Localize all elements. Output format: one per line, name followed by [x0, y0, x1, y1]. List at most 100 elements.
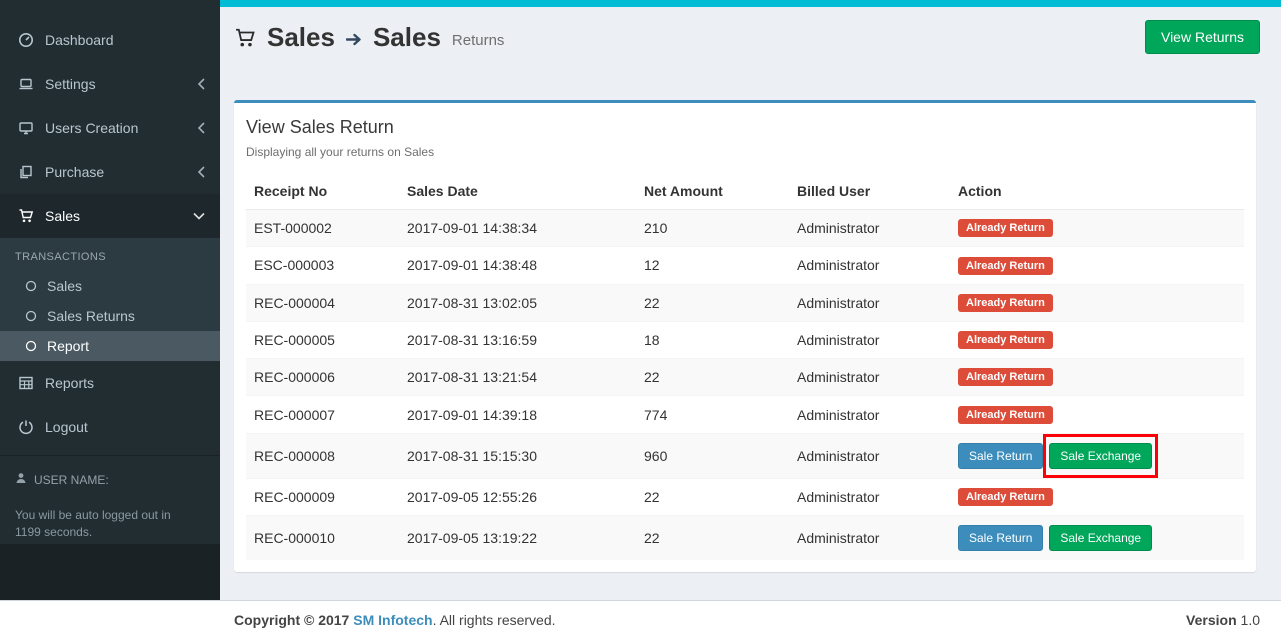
table-row: REC-000004 2017-08-31 13:02:05 22 Administr… — [246, 283, 1244, 322]
sale-return-button[interactable]: Sale Return — [958, 442, 1044, 469]
sale-return-button[interactable]: Sale Return — [958, 525, 1044, 552]
sale-exchange-button[interactable]: Sale Exchange — [1049, 525, 1153, 552]
transactions-section-label: TRANSACTIONS — [0, 238, 220, 271]
billed-user-cell: Administrator — [789, 246, 950, 285]
table-row: REC-000008 2017-08-31 15:15:30 960 Administ… — [246, 432, 1244, 479]
billed-user-cell: Administrator — [789, 515, 950, 561]
sidebar-item-dashboard[interactable]: Dashboard — [0, 18, 220, 62]
chevron-down-icon — [193, 212, 205, 220]
column-sales-date: Sales Date — [399, 173, 636, 210]
user-icon — [15, 472, 27, 487]
sales-date-cell: 2017-08-31 13:02:05 — [399, 283, 636, 322]
action-cell: Already Return — [950, 283, 1244, 322]
action-cell: Already Return — [950, 395, 1244, 434]
sidebar-item-label: Users Creation — [45, 120, 139, 136]
chevron-left-icon — [197, 78, 205, 90]
sidebar-item-sales[interactable]: Sales — [0, 194, 220, 238]
sidebar-item-settings[interactable]: Settings — [0, 62, 220, 106]
sidebar-item-logout[interactable]: Logout — [0, 405, 220, 449]
sales-date-cell: 2017-08-31 13:21:54 — [399, 358, 636, 396]
desktop-icon — [15, 120, 37, 136]
user-section: USER NAME: — [0, 455, 220, 493]
sidebar-item-label: Logout — [45, 419, 88, 435]
receipt-no-cell: EST-000002 — [246, 208, 399, 247]
content-header: Sales Sales Returns View Returns — [220, 7, 1281, 100]
view-returns-button[interactable]: View Returns — [1144, 20, 1260, 54]
table-row: REC-000010 2017-09-05 13:19:22 22 Administr… — [246, 515, 1244, 561]
main-content: Sales Sales Returns View Returns View Sa… — [220, 0, 1281, 600]
chevron-left-icon — [197, 122, 205, 134]
panel-header: View Sales Return Displaying all your re… — [234, 103, 1256, 163]
version-value: 1.0 — [1240, 612, 1260, 628]
submenu-item-label: Report — [47, 338, 90, 354]
panel-subtitle: Displaying all your returns on Sales — [246, 145, 435, 159]
receipt-no-cell: REC-000004 — [246, 283, 399, 322]
sidebar-item-purchase[interactable]: Purchase — [0, 150, 220, 194]
net-amount-cell: 774 — [636, 395, 789, 434]
net-amount-cell: 22 — [636, 283, 789, 322]
net-amount-cell: 18 — [636, 320, 789, 359]
laptop-icon — [15, 76, 37, 92]
billed-user-cell: Administrator — [789, 358, 950, 396]
sales-date-cell: 2017-09-01 14:39:18 — [399, 395, 636, 434]
circle-icon — [22, 340, 40, 352]
action-cell: Sale Return Sale Exchange — [950, 515, 1244, 561]
already-return-badge: Already Return — [958, 331, 1053, 350]
sidebar-item-reports[interactable]: Reports — [0, 361, 220, 405]
table-row: EST-000002 2017-09-01 14:38:34 210 Administ… — [246, 208, 1244, 247]
table-row: REC-000006 2017-08-31 13:21:54 22 Administr… — [246, 358, 1244, 396]
billed-user-cell: Administrator — [789, 432, 950, 479]
already-return-badge: Already Return — [958, 293, 1053, 312]
column-action: Action — [950, 173, 1244, 210]
receipt-no-cell: REC-000007 — [246, 395, 399, 434]
receipt-no-cell: REC-000005 — [246, 320, 399, 359]
table-header-row: Receipt No Sales Date Net Amount Billed … — [246, 173, 1244, 210]
billed-user-cell: Administrator — [789, 320, 950, 359]
net-amount-cell: 210 — [636, 208, 789, 247]
sales-return-panel: View Sales Return Displaying all your re… — [234, 100, 1256, 573]
table-row: REC-000007 2017-09-01 14:39:18 774 Administ… — [246, 395, 1244, 434]
net-amount-cell: 960 — [636, 432, 789, 479]
company-link[interactable]: SM Infotech — [353, 612, 433, 628]
sale-exchange-button[interactable]: Sale Exchange — [1049, 442, 1153, 469]
receipt-no-cell: ESC-000003 — [246, 246, 399, 285]
submenu-item-sales-returns[interactable]: Sales Returns — [0, 301, 220, 331]
sidebar-item-users-creation[interactable]: Users Creation — [0, 106, 220, 150]
table-row: REC-000005 2017-08-31 13:16:59 18 Administr… — [246, 320, 1244, 359]
submenu-item-report[interactable]: Report — [0, 331, 220, 361]
receipt-no-cell: REC-000009 — [246, 477, 399, 516]
sales-returns-table: Receipt No Sales Date Net Amount Billed … — [246, 173, 1244, 561]
sidebar-filler — [0, 544, 220, 600]
sales-date-cell: 2017-08-31 13:16:59 — [399, 320, 636, 359]
sidebar: Dashboard Settings Users Creation — [0, 0, 220, 600]
submenu-item-sales[interactable]: Sales — [0, 271, 220, 301]
breadcrumb-sales: Sales — [267, 22, 335, 52]
receipt-no-cell: REC-000006 — [246, 358, 399, 396]
auto-logout-notice: You will be auto logged out in 1199 seco… — [15, 508, 171, 540]
already-return-badge: Already Return — [958, 256, 1053, 275]
annotated-action: Sale Exchange — [1043, 433, 1159, 478]
sidebar-menu: Dashboard Settings Users Creation — [0, 0, 220, 542]
action-cell: Already Return — [950, 358, 1244, 396]
already-return-badge: Already Return — [958, 368, 1053, 387]
already-return-badge: Already Return — [958, 488, 1053, 507]
net-amount-cell: 22 — [636, 477, 789, 516]
dashboard-icon — [15, 32, 37, 48]
footer: Copyright © 2017 SM Infotech. All rights… — [0, 600, 1281, 639]
billed-user-cell: Administrator — [789, 477, 950, 516]
column-receipt-no: Receipt No — [246, 173, 399, 210]
sales-date-cell: 2017-09-01 14:38:48 — [399, 246, 636, 285]
version-label: Version — [1186, 612, 1237, 628]
copyright-prefix: Copyright © 2017 — [234, 612, 354, 628]
net-amount-cell: 22 — [636, 515, 789, 561]
breadcrumb: Sales Sales Returns — [234, 22, 1261, 53]
action-cell: Already Return — [950, 477, 1244, 516]
breadcrumb-returns: Returns — [451, 32, 505, 49]
action-cell: Already Return — [950, 320, 1244, 359]
circle-icon — [22, 280, 40, 292]
table-row: ESC-000003 2017-09-01 14:38:48 12 Administr… — [246, 246, 1244, 285]
cart-icon — [15, 208, 37, 224]
submenu-item-label: Sales — [47, 278, 83, 294]
column-net-amount: Net Amount — [636, 173, 789, 210]
power-icon — [15, 419, 37, 435]
